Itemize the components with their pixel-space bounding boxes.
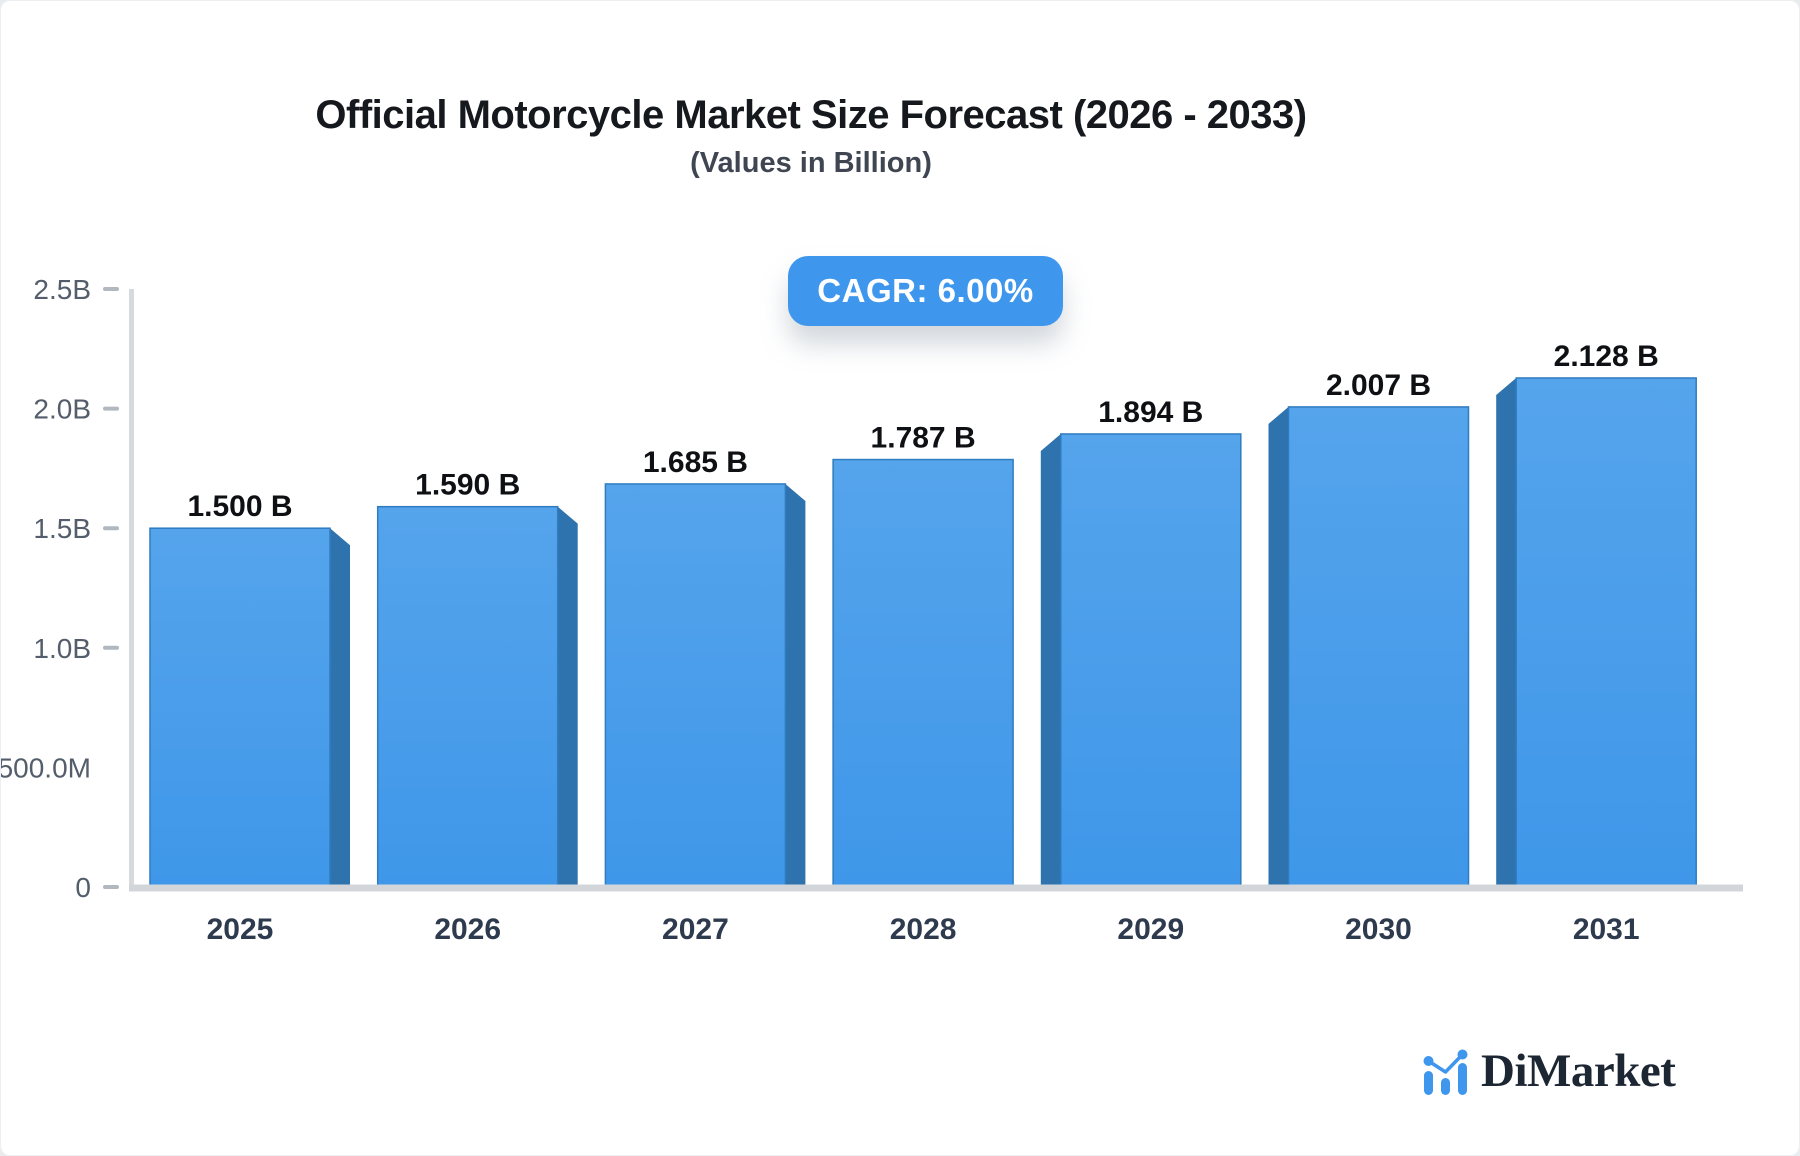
x-axis-label: 2031 xyxy=(1573,913,1640,946)
y-tick-label: 2.0B xyxy=(33,394,91,425)
dimarket-logo-text: DiMarket xyxy=(1481,1045,1676,1097)
bar-side-face xyxy=(1268,406,1289,886)
bar-value-label: 1.500 B xyxy=(187,490,292,523)
bar-side-face xyxy=(1040,433,1061,886)
bar-value-label: 1.894 B xyxy=(1098,396,1203,429)
dimarket-logo: DiMarket xyxy=(1423,1043,1676,1097)
bar xyxy=(1287,406,1470,887)
bar-value-label: 2.128 B xyxy=(1554,340,1659,373)
chart-title: Official Motorcycle Market Size Forecast… xyxy=(315,93,1307,137)
bar-side-face xyxy=(785,483,806,886)
y-tick-mark xyxy=(103,885,119,889)
y-tick-label: 500.0M xyxy=(1,752,91,783)
y-tick-label: 1.5B xyxy=(33,513,91,544)
x-axis-line xyxy=(129,884,1743,892)
bar-side-face xyxy=(557,506,578,886)
bar-line-chart-icon xyxy=(1423,1049,1468,1095)
y-axis-line xyxy=(129,289,134,890)
bar-value-label: 1.685 B xyxy=(643,446,748,479)
bar xyxy=(376,505,559,887)
bar xyxy=(604,483,787,887)
x-axis-label: 2027 xyxy=(662,913,729,946)
bar xyxy=(1060,433,1242,887)
y-tick-label: 1.0B xyxy=(33,633,91,664)
bar xyxy=(832,458,1014,887)
y-tick-label: 0 xyxy=(75,872,91,903)
x-axis-label: 2025 xyxy=(207,913,274,946)
y-tick-mark xyxy=(103,526,119,531)
bar-value-label: 1.590 B xyxy=(415,469,520,502)
bar xyxy=(149,527,331,887)
bar-value-label: 1.787 B xyxy=(871,422,976,455)
y-tick-mark xyxy=(103,406,119,411)
bar-value-label: 2.007 B xyxy=(1326,369,1431,402)
y-tick-mark xyxy=(103,645,119,650)
y-tick-label: 2.5B xyxy=(33,274,91,305)
chart-subtitle: (Values in Billion) xyxy=(690,147,932,179)
x-axis-label: 2030 xyxy=(1345,913,1412,946)
bar-side-face xyxy=(330,528,350,886)
x-axis-label: 2026 xyxy=(434,913,501,946)
cagr-badge: CAGR: 6.00% xyxy=(788,256,1063,326)
bar-side-face xyxy=(1496,377,1517,886)
x-axis-label: 2028 xyxy=(890,913,957,946)
bar xyxy=(1515,377,1697,887)
y-tick-mark xyxy=(103,287,119,291)
cagr-badge-label: CAGR: 6.00% xyxy=(817,272,1034,309)
x-axis-label: 2029 xyxy=(1117,913,1184,946)
